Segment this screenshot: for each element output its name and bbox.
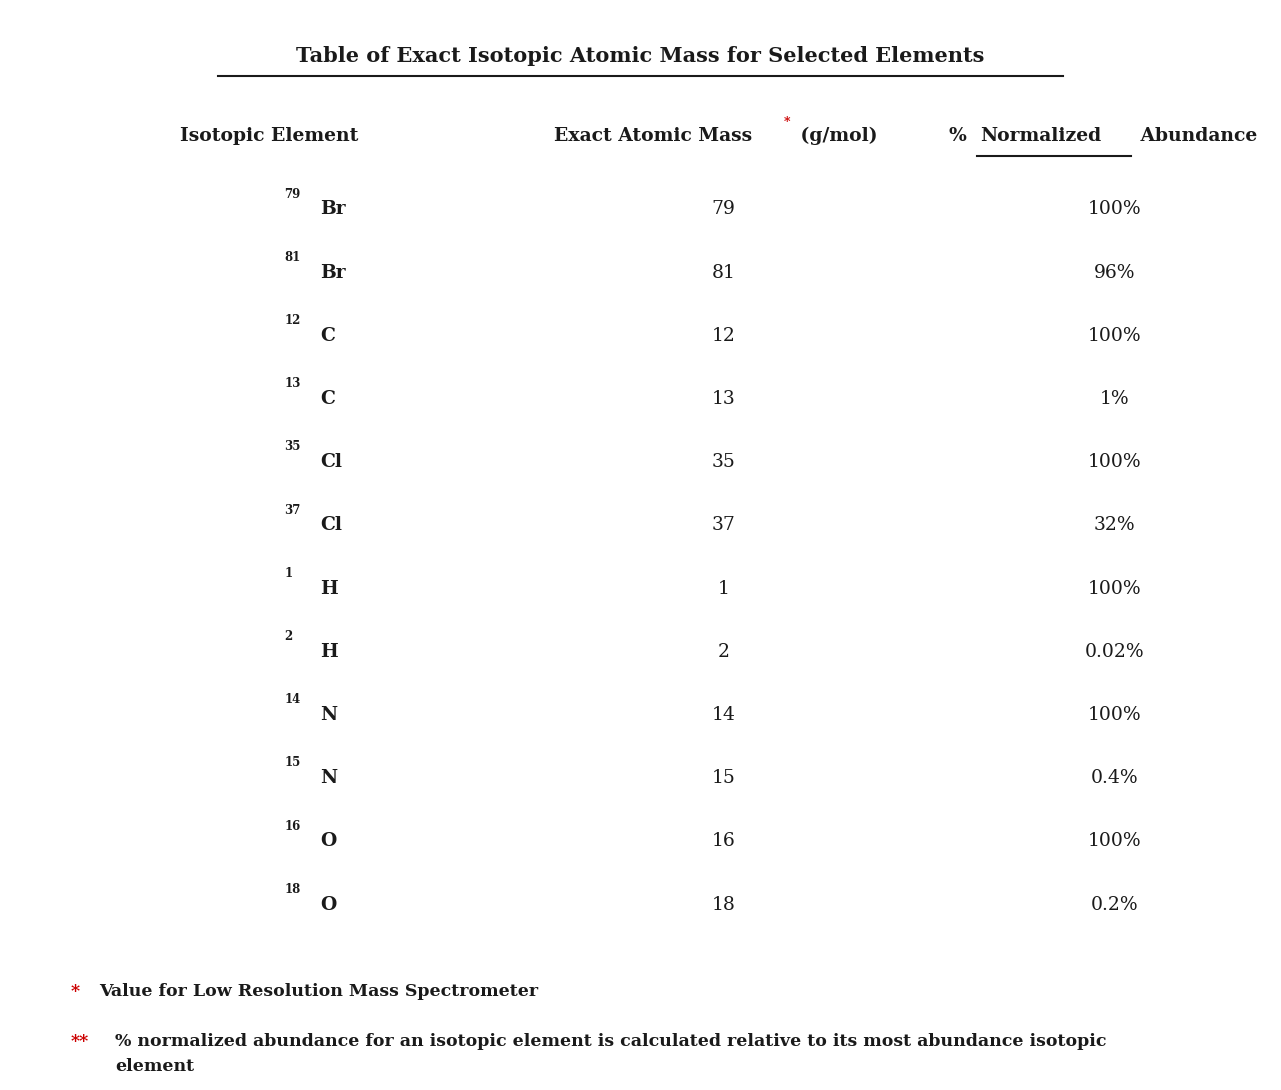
- Text: 18: 18: [712, 896, 735, 913]
- Text: O: O: [320, 833, 337, 850]
- Text: 100%: 100%: [1088, 327, 1141, 344]
- Text: % normalized abundance for an isotopic element is calculated relative to its mos: % normalized abundance for an isotopic e…: [115, 1033, 1107, 1075]
- Text: 13: 13: [712, 390, 735, 408]
- Text: 37: 37: [284, 504, 301, 517]
- Text: 79: 79: [284, 187, 301, 201]
- Text: 16: 16: [712, 833, 735, 850]
- Text: Normalized: Normalized: [980, 128, 1102, 145]
- Text: 12: 12: [712, 327, 735, 344]
- Text: *: *: [784, 116, 790, 129]
- Text: 14: 14: [284, 693, 301, 706]
- Text: 37: 37: [712, 517, 735, 534]
- Text: Cl: Cl: [320, 517, 342, 534]
- Text: *: *: [70, 983, 79, 1001]
- Text: 100%: 100%: [1088, 580, 1141, 597]
- Text: 81: 81: [712, 264, 735, 281]
- Text: Table of Exact Isotopic Atomic Mass for Selected Elements: Table of Exact Isotopic Atomic Mass for …: [296, 46, 985, 65]
- Text: 2: 2: [284, 630, 292, 643]
- Text: 1%: 1%: [1099, 390, 1130, 408]
- Text: Isotopic Element: Isotopic Element: [179, 128, 359, 145]
- Text: 100%: 100%: [1088, 833, 1141, 850]
- Text: 0.02%: 0.02%: [1085, 643, 1144, 661]
- Text: C: C: [320, 390, 336, 408]
- Text: H: H: [320, 643, 338, 661]
- Text: 100%: 100%: [1088, 453, 1141, 471]
- Text: 81: 81: [284, 251, 301, 264]
- Text: 0.2%: 0.2%: [1090, 896, 1139, 913]
- Text: Br: Br: [320, 264, 346, 281]
- Text: C: C: [320, 327, 336, 344]
- Text: O: O: [320, 896, 337, 913]
- Text: 96%: 96%: [1094, 264, 1135, 281]
- Text: 0.4%: 0.4%: [1090, 770, 1139, 787]
- Text: 32%: 32%: [1094, 517, 1135, 534]
- Text: 35: 35: [712, 453, 735, 471]
- Text: **: **: [70, 1033, 88, 1051]
- Text: N: N: [320, 770, 337, 787]
- Text: Abundance: Abundance: [1134, 128, 1257, 145]
- Text: 1: 1: [717, 580, 730, 597]
- Text: 2: 2: [717, 643, 730, 661]
- Text: Exact Atomic Mass: Exact Atomic Mass: [555, 128, 752, 145]
- Text: 35: 35: [284, 440, 301, 453]
- Text: 18: 18: [284, 883, 301, 896]
- Text: 14: 14: [712, 706, 735, 724]
- Text: 79: 79: [712, 201, 735, 218]
- Text: %: %: [949, 128, 974, 145]
- Text: Br: Br: [320, 201, 346, 218]
- Text: Value for Low Resolution Mass Spectrometer: Value for Low Resolution Mass Spectromet…: [99, 983, 538, 1001]
- Text: 15: 15: [284, 756, 301, 770]
- Text: H: H: [320, 580, 338, 597]
- Text: 15: 15: [712, 770, 735, 787]
- Text: 12: 12: [284, 314, 301, 327]
- Text: 13: 13: [284, 377, 301, 390]
- Text: Cl: Cl: [320, 453, 342, 471]
- Text: (g/mol): (g/mol): [794, 128, 877, 145]
- Text: 16: 16: [284, 820, 301, 833]
- Text: 100%: 100%: [1088, 201, 1141, 218]
- Text: 1: 1: [284, 567, 292, 580]
- Text: N: N: [320, 706, 337, 724]
- Text: 100%: 100%: [1088, 706, 1141, 724]
